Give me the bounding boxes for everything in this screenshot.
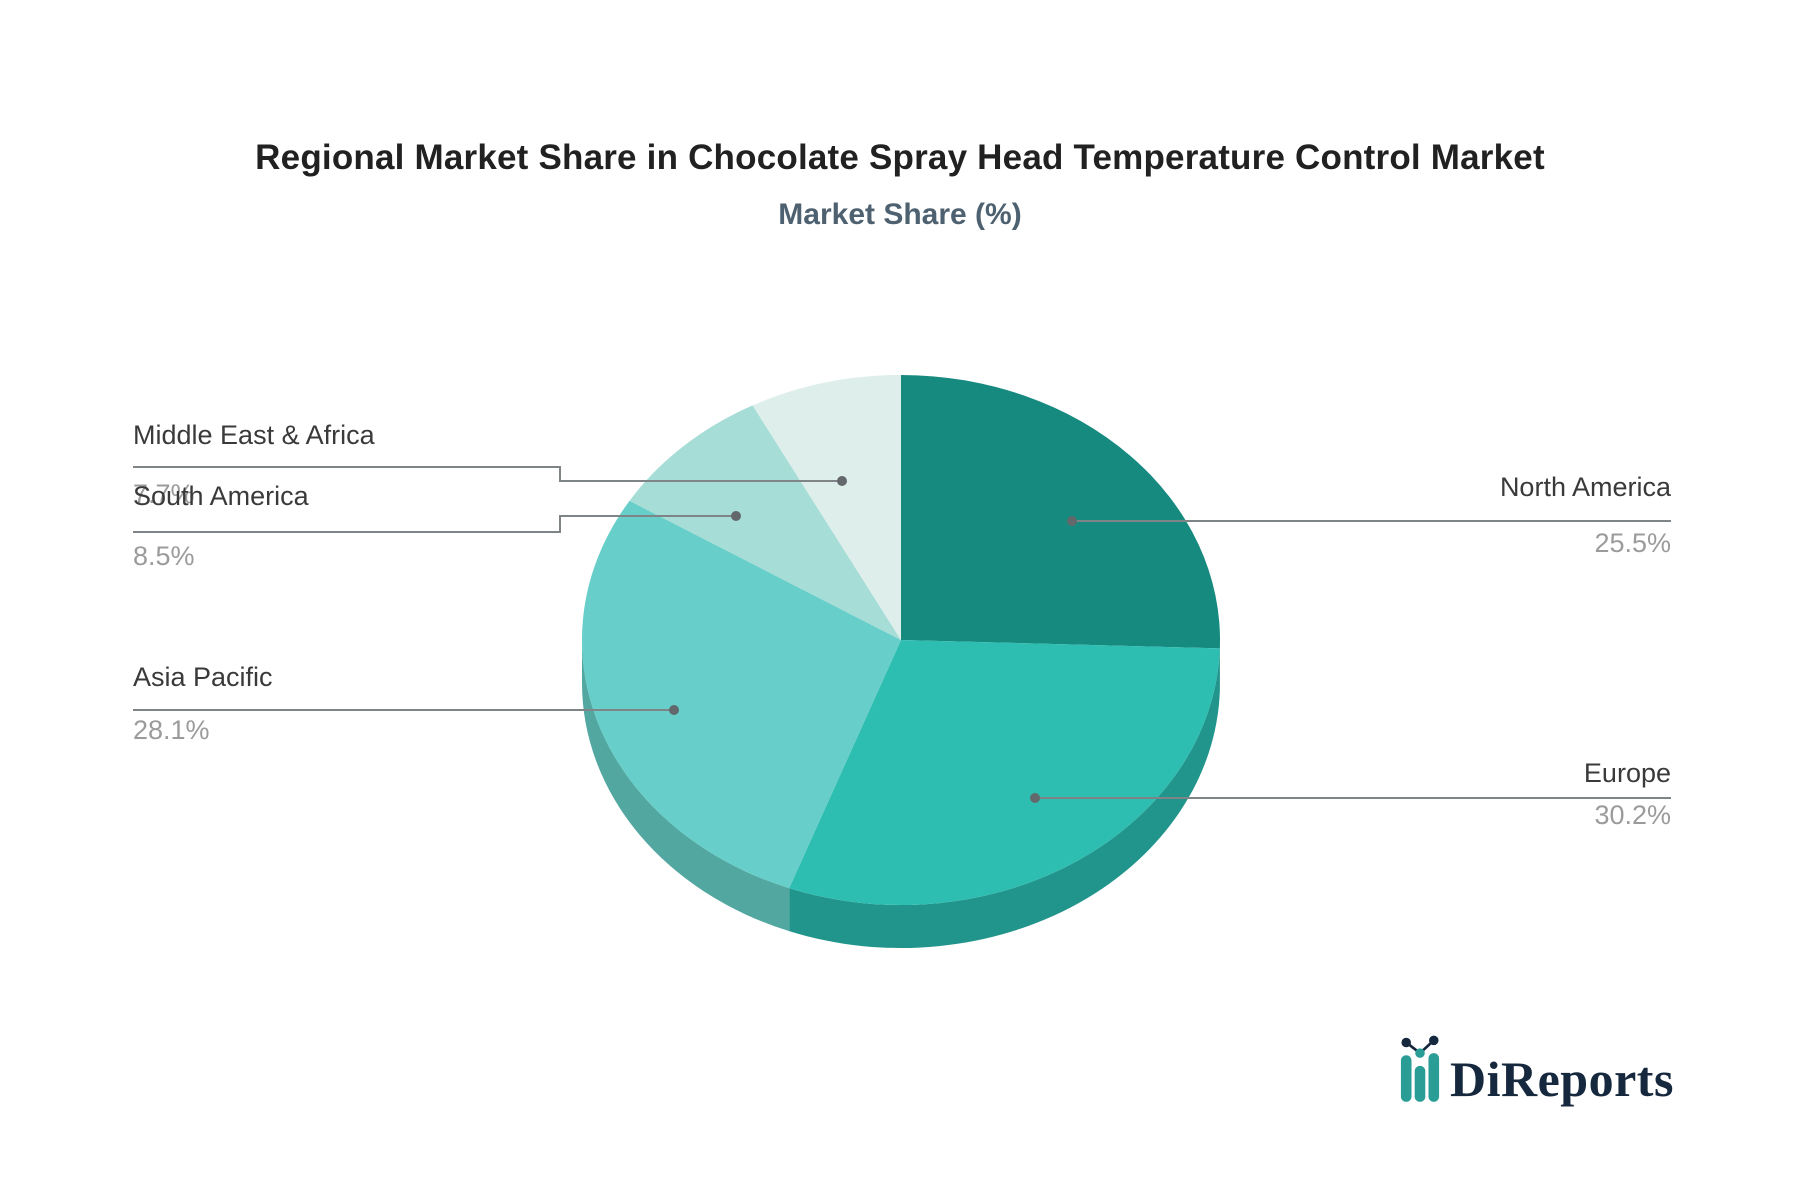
slice-value-middle-east-africa: 7.7% [133, 479, 195, 509]
slice-label-north-america: North America [1499, 472, 1671, 502]
leader-line-middle-east-africa [133, 466, 842, 482]
leader-line-south-america [133, 515, 736, 533]
pie-slice-south-america[interactable] [629, 405, 901, 640]
slice-value-north-america: 25.5% [1594, 528, 1671, 558]
direports-logo[interactable]: DiReports [1398, 1034, 1674, 1104]
slice-label-south-america: South America [133, 481, 309, 511]
pie-slice-europe[interactable] [789, 640, 1220, 906]
bar-chart-logo-icon [1400, 1035, 1440, 1102]
slice-label-asia-pacific: Asia Pacific [133, 662, 273, 692]
leader-dot-middle-east-africa [837, 476, 847, 486]
slice-value-asia-pacific: 28.1% [133, 715, 210, 745]
slice-value-south-america: 8.5% [133, 541, 195, 571]
pie-slice-asia-pacific[interactable] [582, 500, 901, 889]
slice-value-europe: 30.2% [1594, 800, 1671, 830]
slice-label-europe: Europe [1583, 758, 1671, 788]
leader-dot-south-america [731, 511, 741, 521]
leader-dot-north-america [1067, 516, 1077, 526]
logo-text: DiReports [1450, 1051, 1674, 1107]
leader-dot-asia-pacific [669, 705, 679, 715]
pie-slice-side-europe [789, 648, 1220, 949]
pie-slice-side-asia-pacific [582, 640, 790, 932]
pie-slice-middle-east-africa[interactable] [752, 375, 901, 640]
slice-label-middle-east-africa: Middle East & Africa [133, 420, 375, 450]
chart-subtitle: Market Share (%) [778, 198, 1022, 231]
pie-slice-north-america[interactable] [901, 375, 1221, 649]
chart-title: Regional Market Share in Chocolate Spray… [255, 138, 1545, 177]
leader-dot-europe [1030, 793, 1040, 803]
